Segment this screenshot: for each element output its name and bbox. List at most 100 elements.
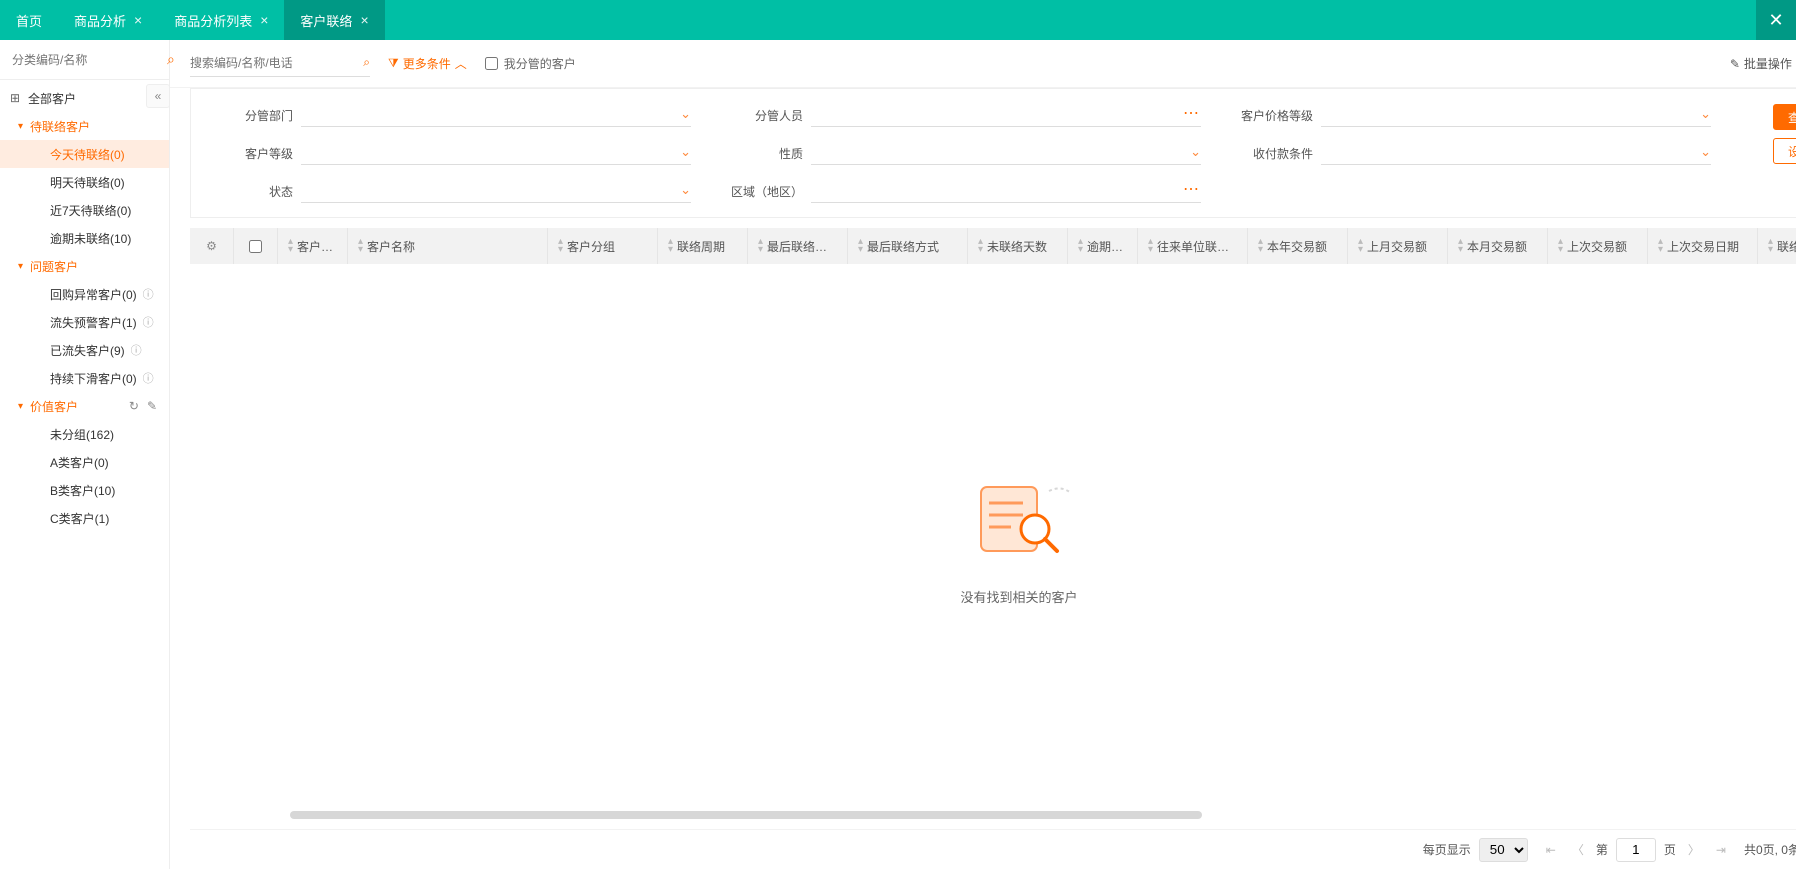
picker-icon[interactable]: ⋯ [1183,179,1201,199]
sort-icon[interactable]: ▴▾ [1768,238,1773,254]
more-conditions-toggle[interactable]: ⧩ 更多条件 ︿ [388,55,467,72]
tree-root[interactable]: 全部客户 [0,84,169,112]
tab-商品分析列表[interactable]: 商品分析列表× [158,0,284,40]
sort-icon[interactable]: ▴▾ [1458,238,1463,254]
tab-客户联络[interactable]: 客户联络× [284,0,384,40]
tree-category[interactable]: 价值客户↻✎ [0,392,169,420]
search-icon[interactable]: ⌕ [167,51,175,68]
column-header[interactable]: ▴▾上次交易日期 [1648,228,1758,264]
filter-分管部门: 分管部门⌄ [211,103,691,127]
column-header[interactable]: ▴▾本年交易额 [1248,228,1348,264]
column-header[interactable]: ▴▾最后联络方式 [848,228,968,264]
tree-item[interactable]: 今天待联络(0) [0,140,169,168]
my-customers-checkbox-wrap[interactable]: 我分管的客户 [485,55,576,72]
horizontal-scrollbar[interactable] [190,811,1796,821]
column-header[interactable]: ▴▾上次交易额 [1548,228,1648,264]
column-header[interactable]: ▴▾联络动作 [1758,228,1796,264]
sort-icon[interactable]: ▴▾ [1148,238,1153,254]
close-icon[interactable]: × [134,12,142,28]
prev-page-button[interactable]: 〈 [1568,841,1588,858]
tree-item[interactable]: B类客户(10) [0,476,169,504]
column-header[interactable]: ▴▾上月交易额 [1348,228,1448,264]
settings-button[interactable]: 设置 [1773,138,1796,164]
refresh-icon[interactable]: ↻ [129,399,139,413]
tree-item[interactable]: 未分组(162) [0,420,169,448]
sort-icon[interactable]: ▴▾ [978,238,983,254]
tab-label: 首页 [16,11,42,30]
help-icon[interactable]: ⓘ [143,370,154,386]
filter-input[interactable]: ⌄ [301,179,691,203]
column-header[interactable]: ▴▾客户名称 [348,228,548,264]
filter-input[interactable]: ⌄ [1321,103,1711,127]
last-page-button[interactable]: ⇥ [1712,843,1730,857]
main-search-input[interactable] [190,51,370,77]
sort-icon[interactable]: ▴▾ [1258,238,1263,254]
tree-item[interactable]: 明天待联络(0) [0,168,169,196]
next-page-button[interactable]: 〉 [1684,841,1704,858]
close-all-tabs-button[interactable]: ✕ [1756,0,1796,40]
toolbar: ⌕ ⧩ 更多条件 ︿ 我分管的客户 ✎ 批量操作 ⇪ 导出 [170,40,1796,88]
sort-icon[interactable]: ▴▾ [668,238,673,254]
sort-icon[interactable]: ▴▾ [288,238,293,254]
help-icon[interactable]: ⓘ [131,342,142,358]
chevron-up-icon: ︿ [455,55,467,72]
first-page-button[interactable]: ⇤ [1542,843,1560,857]
chevron-down-icon[interactable]: ⌄ [1190,144,1201,160]
tree-category[interactable]: 待联络客户 [0,112,169,140]
column-header[interactable]: ▴▾未联络天数 [968,228,1068,264]
sort-icon[interactable]: ▴▾ [858,238,863,254]
sidebar-search-input[interactable] [12,53,167,67]
filter-input[interactable]: ⋯ [811,103,1201,127]
filter-input[interactable]: ⋯ [811,179,1201,203]
sort-icon[interactable]: ▴▾ [1078,238,1083,254]
per-page-select[interactable]: 50 [1479,838,1528,862]
sort-icon[interactable]: ▴▾ [358,238,363,254]
search-icon[interactable]: ⌕ [363,55,370,70]
tree-item[interactable]: 回购异常客户(0)ⓘ [0,280,169,308]
column-header[interactable]: ▴▾客户分组 [548,228,658,264]
picker-icon[interactable]: ⋯ [1183,103,1201,123]
sort-icon[interactable]: ▴▾ [558,238,563,254]
batch-action-button[interactable]: ✎ 批量操作 [1730,55,1792,72]
column-header[interactable]: ▴▾本月交易额 [1448,228,1548,264]
help-icon[interactable]: ⓘ [143,314,154,330]
page-input[interactable] [1616,838,1656,862]
help-icon[interactable]: ⓘ [143,286,154,302]
tree-item[interactable]: 已流失客户(9)ⓘ [0,336,169,364]
column-header[interactable]: ▴▾联络周期 [658,228,748,264]
column-header[interactable]: ▴▾逾期… [1068,228,1138,264]
chevron-down-icon[interactable]: ⌄ [1700,144,1711,160]
my-customers-checkbox[interactable] [485,57,498,70]
tree-item[interactable]: A类客户(0) [0,448,169,476]
filter-input[interactable]: ⌄ [1321,141,1711,165]
filter-input[interactable]: ⌄ [301,103,691,127]
select-all-checkbox[interactable] [249,240,262,253]
close-icon[interactable]: × [360,12,368,28]
filter-input[interactable]: ⌄ [811,141,1201,165]
tree-item[interactable]: 持续下滑客户(0)ⓘ [0,364,169,392]
tree-item[interactable]: C类客户(1) [0,504,169,532]
sort-icon[interactable]: ▴▾ [1558,238,1563,254]
query-button[interactable]: 查询 [1773,104,1796,130]
close-icon[interactable]: × [260,12,268,28]
edit-icon[interactable]: ✎ [147,399,157,413]
tree-item[interactable]: 近7天待联络(0) [0,196,169,224]
tree-item[interactable]: 流失预警客户(1)ⓘ [0,308,169,336]
chevron-down-icon[interactable]: ⌄ [680,106,691,122]
column-header[interactable]: ▴▾最后联络… [748,228,848,264]
table-settings-icon[interactable]: ⚙ [190,228,234,264]
tree-category[interactable]: 问题客户 [0,252,169,280]
select-all-cell[interactable] [234,228,278,264]
sort-icon[interactable]: ▴▾ [758,238,763,254]
tab-商品分析[interactable]: 商品分析× [58,0,158,40]
column-header[interactable]: ▴▾客户… [278,228,348,264]
filter-input[interactable]: ⌄ [301,141,691,165]
sort-icon[interactable]: ▴▾ [1658,238,1663,254]
tab-首页[interactable]: 首页 [0,0,58,40]
sort-icon[interactable]: ▴▾ [1358,238,1363,254]
tree-item[interactable]: 逾期未联络(10) [0,224,169,252]
column-header[interactable]: ▴▾往来单位联… [1138,228,1248,264]
chevron-down-icon[interactable]: ⌄ [680,144,691,160]
chevron-down-icon[interactable]: ⌄ [680,182,691,198]
chevron-down-icon[interactable]: ⌄ [1700,106,1711,122]
